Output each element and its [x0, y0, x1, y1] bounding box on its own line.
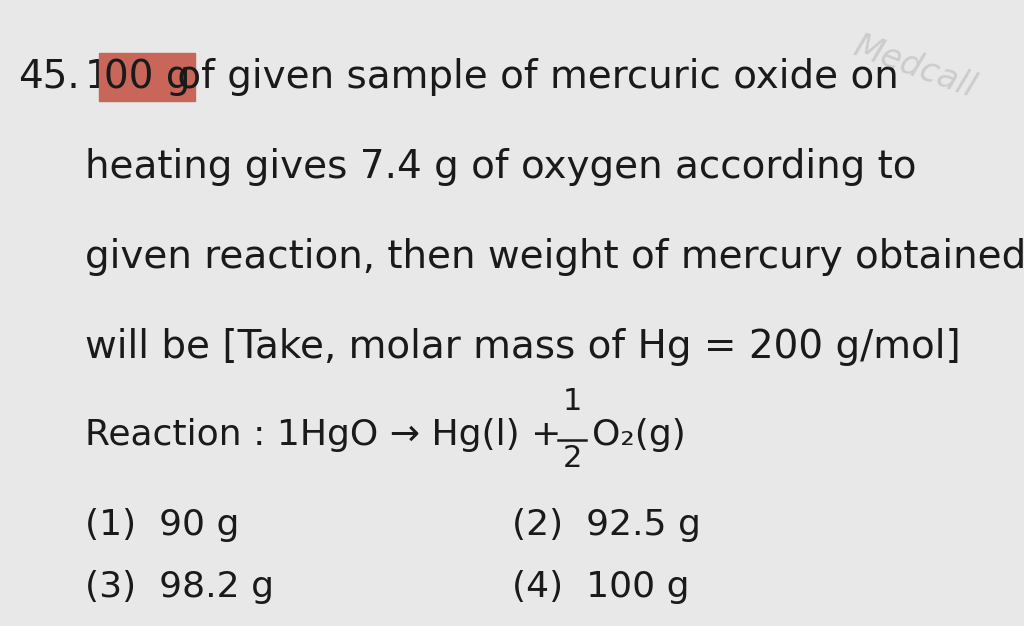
Text: 1: 1 [85, 58, 110, 96]
Text: given reaction, then weight of mercury obtained: given reaction, then weight of mercury o… [85, 238, 1024, 276]
Text: 2: 2 [562, 444, 582, 473]
Text: (2)  92.5 g: (2) 92.5 g [512, 508, 700, 542]
Text: (3)  98.2 g: (3) 98.2 g [85, 570, 274, 604]
Text: O₂(g): O₂(g) [592, 418, 686, 452]
Text: Medcall: Medcall [849, 30, 980, 105]
Text: will be [Take, molar mass of Hg = 200 g/mol]: will be [Take, molar mass of Hg = 200 g/… [85, 328, 961, 366]
Text: 1: 1 [562, 387, 582, 416]
Text: (1)  90 g: (1) 90 g [85, 508, 240, 542]
Text: 45.: 45. [18, 58, 80, 96]
Text: 00 g: 00 g [104, 58, 190, 96]
Text: Reaction : 1HgO → Hg(l) +: Reaction : 1HgO → Hg(l) + [85, 418, 573, 452]
Text: heating gives 7.4 g of oxygen according to: heating gives 7.4 g of oxygen according … [85, 148, 916, 186]
Text: of given sample of mercuric oxide on: of given sample of mercuric oxide on [165, 58, 899, 96]
Text: (4)  100 g: (4) 100 g [512, 570, 689, 604]
